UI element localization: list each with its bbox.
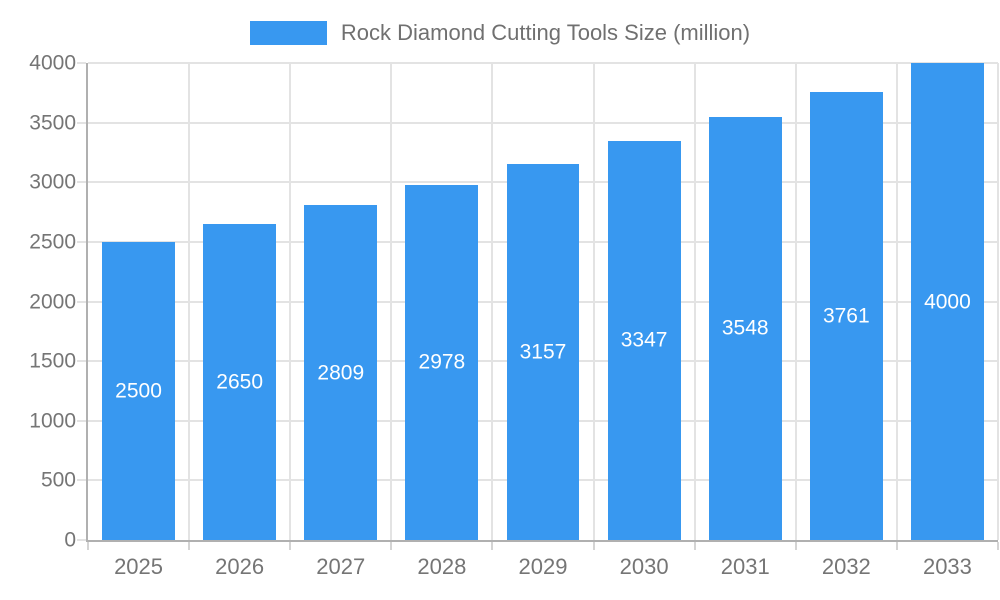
x-axis-tick bbox=[289, 542, 292, 550]
y-axis-tick bbox=[77, 121, 86, 124]
bar-2033: 4000 bbox=[911, 63, 984, 540]
y-axis-label: 3000 bbox=[29, 170, 76, 194]
bar-value-label: 2650 bbox=[216, 370, 264, 394]
x-gridline bbox=[188, 63, 191, 540]
y-axis-tick bbox=[77, 181, 86, 184]
bar-value-label: 2809 bbox=[317, 361, 365, 385]
y-axis-tick bbox=[77, 539, 86, 541]
bar-value-label: 3157 bbox=[519, 340, 567, 364]
bar-value-label: 2500 bbox=[115, 379, 162, 403]
x-gridline bbox=[693, 63, 696, 540]
y-axis-label: 0 bbox=[64, 528, 76, 552]
y-axis-tick bbox=[77, 419, 86, 422]
x-gridline bbox=[997, 63, 999, 540]
y-axis-label: 3500 bbox=[29, 111, 76, 135]
bar-value-label: 3548 bbox=[721, 316, 769, 340]
bar-2027: 2809 bbox=[304, 205, 378, 540]
bar-2031: 3548 bbox=[708, 116, 782, 540]
x-axis-tick bbox=[188, 542, 191, 550]
y-axis-tick bbox=[77, 479, 86, 482]
x-axis-label: 2025 bbox=[114, 554, 164, 579]
x-axis-label: 2033 bbox=[922, 554, 972, 579]
y-axis-tick bbox=[77, 240, 86, 243]
x-gridline bbox=[289, 63, 292, 540]
x-axis-tick bbox=[390, 542, 393, 550]
y-axis-tick bbox=[77, 360, 86, 363]
y-axis-label: 4000 bbox=[29, 51, 76, 75]
x-axis-tick bbox=[794, 542, 797, 550]
bar-2030: 3347 bbox=[607, 140, 681, 540]
y-gridline bbox=[88, 121, 998, 124]
x-gridline bbox=[794, 63, 797, 540]
y-axis-tick bbox=[77, 62, 86, 64]
x-gridline bbox=[390, 63, 393, 540]
y-axis-label: 2000 bbox=[29, 290, 76, 313]
x-gridline bbox=[491, 63, 494, 540]
x-gridline bbox=[592, 63, 595, 540]
y-axis-label: 1500 bbox=[29, 349, 76, 373]
y-axis-tick bbox=[77, 300, 86, 303]
bar-value-label: 3761 bbox=[822, 304, 870, 328]
x-axis-tick bbox=[693, 542, 696, 550]
x-axis-tick bbox=[895, 542, 898, 550]
x-axis-label: 2028 bbox=[417, 554, 467, 579]
x-axis-tick bbox=[592, 542, 595, 550]
x-axis-label: 2032 bbox=[821, 554, 871, 579]
x-axis-label: 2027 bbox=[316, 554, 366, 579]
x-axis-tick bbox=[491, 542, 494, 550]
bar-value-label: 4000 bbox=[924, 290, 971, 313]
y-axis-label: 1000 bbox=[29, 409, 76, 433]
legend-label: Rock Diamond Cutting Tools Size (million… bbox=[340, 20, 751, 45]
bar-2029: 3157 bbox=[506, 163, 580, 540]
bar-value-label: 3347 bbox=[620, 328, 668, 352]
bar-2025: 2500 bbox=[102, 241, 175, 540]
y-gridline bbox=[88, 62, 998, 64]
x-gridline bbox=[895, 63, 898, 540]
x-axis-label: 2030 bbox=[619, 554, 669, 579]
y-axis-label: 2500 bbox=[29, 230, 76, 254]
bar-2028: 2978 bbox=[405, 184, 479, 540]
x-axis-label: 2026 bbox=[215, 554, 265, 579]
legend[interactable]: Rock Diamond Cutting Tools Size (million… bbox=[0, 20, 1000, 46]
plot-area: 0 500 1000 1500 2000 2500 3000 3500 4000 2500 2025… bbox=[29, 53, 999, 578]
x-axis-tick bbox=[997, 542, 999, 550]
legend-swatch bbox=[249, 21, 327, 45]
bar-2032: 3761 bbox=[809, 91, 883, 540]
x-axis-label: 2029 bbox=[518, 554, 568, 579]
bar-2026: 2650 bbox=[203, 224, 277, 540]
y-axis-label: 500 bbox=[40, 468, 76, 492]
x-axis-tick bbox=[87, 542, 89, 550]
bar-value-label: 2978 bbox=[418, 350, 466, 374]
x-axis-label: 2031 bbox=[720, 554, 770, 579]
